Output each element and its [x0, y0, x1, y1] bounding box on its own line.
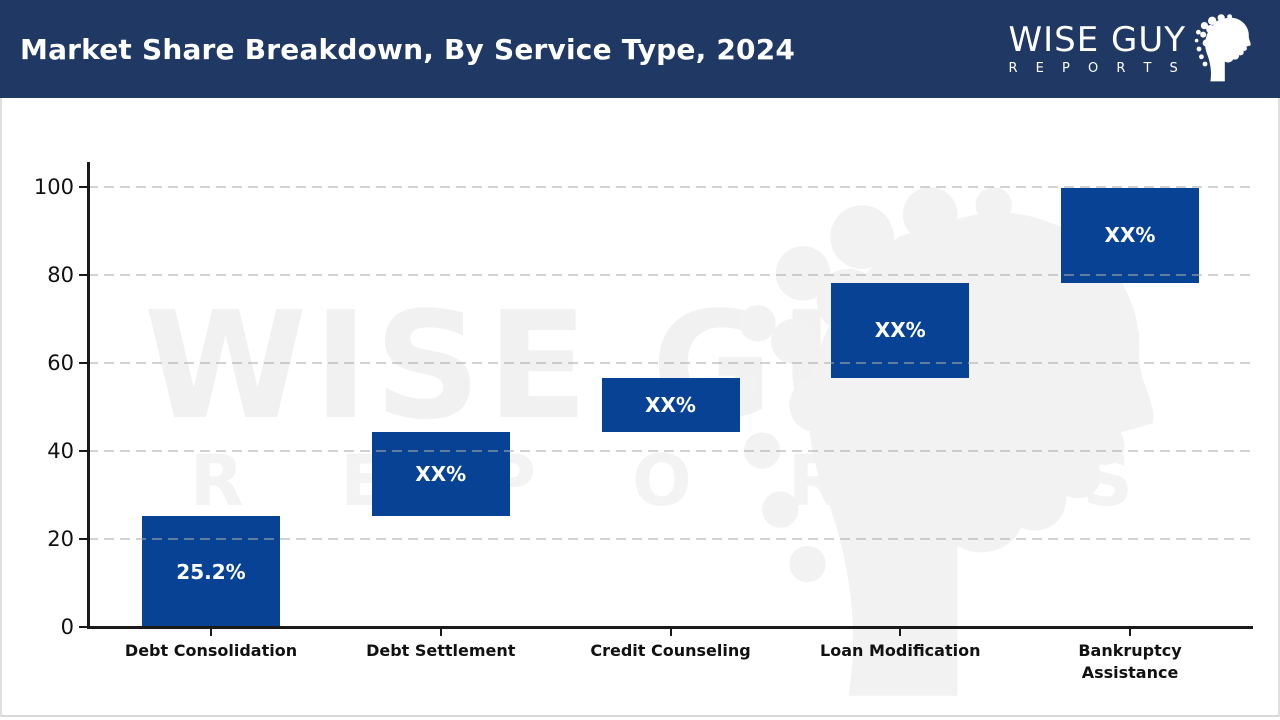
x-tick-mark [669, 628, 672, 636]
y-tick-label: 20 [47, 527, 74, 551]
y-tick-label: 80 [47, 263, 74, 287]
y-tick-mark [79, 626, 87, 628]
y-tick-label: 40 [47, 439, 74, 463]
gridline [88, 274, 1253, 276]
gridline [88, 538, 1253, 540]
x-tick-mark [439, 628, 442, 636]
y-tick-mark [79, 186, 87, 188]
x-category-label: Bankruptcy Assistance [1078, 641, 1182, 682]
bar-value-label: XX% [874, 318, 926, 343]
x-category-label: Credit Counseling [590, 641, 751, 660]
y-tick-mark [79, 362, 87, 364]
gridline [88, 362, 1253, 364]
bar-value-label: XX% [1104, 223, 1156, 248]
y-tick-mark [79, 538, 87, 540]
bar-segment [371, 432, 510, 517]
x-tick-mark [210, 628, 212, 636]
gridline [88, 450, 1253, 452]
x-axis-line [88, 626, 1253, 629]
x-category-label: Loan Modification [820, 641, 981, 660]
bar-value-label: 25.2% [176, 559, 246, 584]
y-axis-line [87, 162, 90, 629]
x-tick-mark [899, 628, 902, 636]
logo-text-wiseguy: WISE GUY [1008, 20, 1186, 60]
wise-guy-logo: WISE GUY R E P O R T S [1008, 7, 1262, 91]
logo-wordmark: WISE GUY R E P O R T S [1008, 23, 1186, 75]
y-tick-label: 60 [47, 351, 74, 375]
header: Market Share Breakdown, By Service Type,… [0, 0, 1280, 98]
y-tick-mark [79, 450, 87, 452]
y-tick-label: 0 [60, 615, 74, 639]
bar-segment [1061, 187, 1199, 283]
bar-segment [601, 377, 740, 433]
chart-title: Market Share Breakdown, By Service Type,… [20, 32, 796, 66]
x-tick-mark [1129, 628, 1131, 636]
x-category-label: Debt Consolidation [124, 641, 298, 660]
x-category-label: Debt Settlement [366, 641, 516, 660]
y-tick-label: 100 [33, 175, 74, 199]
gridline [88, 186, 1253, 188]
logo-text-reports: R E P O R T S [1008, 61, 1185, 76]
bar-value-label: XX% [415, 462, 467, 487]
bar-segment [142, 516, 280, 627]
bar-value-label: XX% [645, 393, 696, 418]
y-tick-mark [79, 274, 87, 276]
